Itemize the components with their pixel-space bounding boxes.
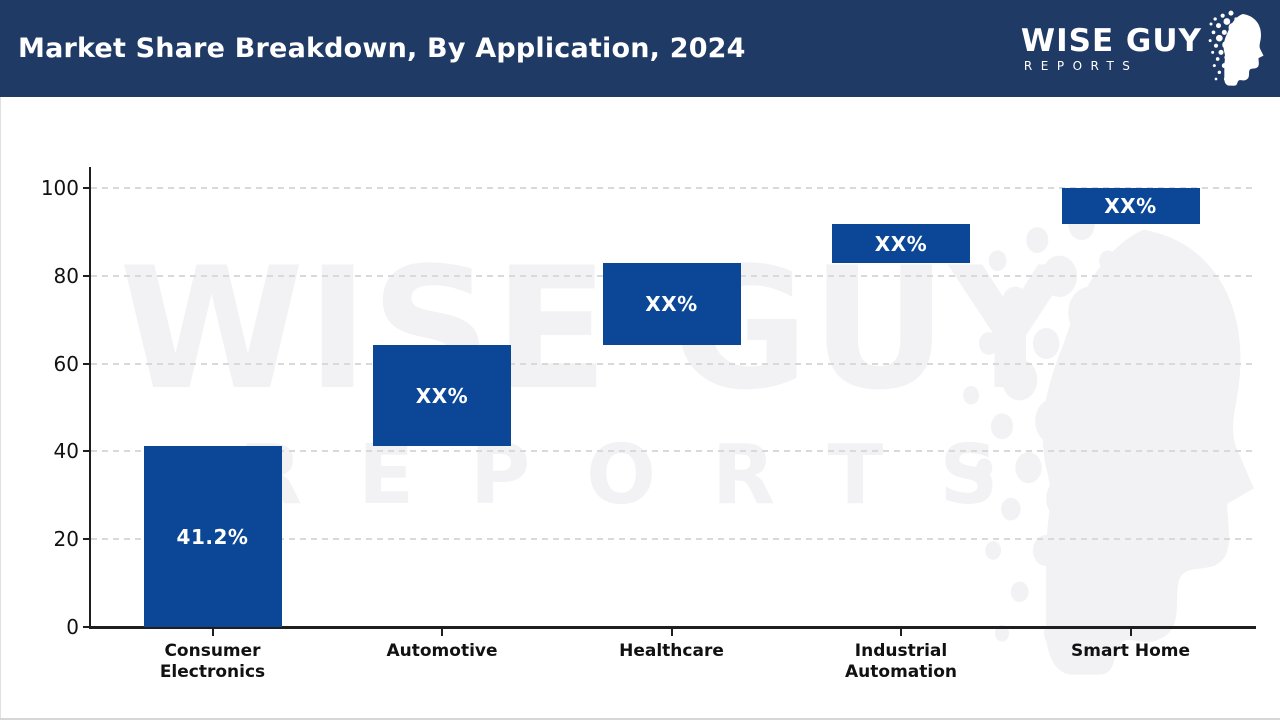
y-tick-label-20: 20 [53,527,79,552]
chart-area: WISE GUY REPORTS 0 20 40 60 80 100 41.2% Consum… [0,97,1280,718]
y-tick-60 [83,362,91,365]
y-tick-40 [83,450,91,453]
gridline-40 [91,450,1256,453]
category-label-automotive: Automotive [386,641,498,661]
bar-value-label: XX% [1104,193,1157,218]
y-tick-20 [83,538,91,541]
logo-wordmark: WISE GUY REPORTS [1020,22,1202,73]
gridline-100 [91,187,1256,189]
bar-smart-home: XX% [1061,188,1200,224]
bar-consumer-electronics: 41.2% [143,446,282,627]
bar-value-label: XX% [415,383,469,408]
wise-guy-logo: WISE GUY REPORTS [1021,10,1266,88]
gridline-60 [91,362,1256,365]
wise-guy-head-icon [1208,10,1264,86]
y-tick-label-40: 40 [53,439,79,464]
x-tick-consumer-electronics [211,629,214,636]
x-tick-industrial-automation [900,629,902,636]
y-tick-0 [83,626,91,628]
category-label-smart-home: Smart Home [1070,641,1190,661]
bar-value-label: 41.2% [176,524,249,549]
x-tick-automotive [441,629,443,636]
bar-automotive: XX% [373,345,511,447]
x-tick-smart-home [1129,629,1132,636]
bar-value-label: XX% [645,292,698,317]
y-tick-label-100: 100 [40,176,79,200]
y-tick-label-60: 60 [53,351,79,376]
category-label-industrial-automation: Industrial Automation [845,641,957,682]
header-bar: Market Share Breakdown, By Application, … [0,0,1280,97]
y-tick-80 [83,274,91,277]
plot-area: 0 20 40 60 80 100 41.2% Consumer Electronics XX%… [1,97,1280,718]
y-tick-label-0: 0 [66,615,79,639]
x-axis [89,626,1256,629]
category-label-healthcare: Healthcare [619,641,724,661]
y-axis [89,167,91,629]
logo-sub-text: REPORTS [1023,58,1139,73]
x-tick-healthcare [670,629,673,636]
category-label-consumer-electronics: Consumer Electronics [159,641,266,682]
bar-healthcare: XX% [602,263,741,346]
gridline-20 [91,538,1256,541]
y-tick-label-80: 80 [53,263,79,288]
bar-industrial-automation: XX% [832,223,970,264]
y-tick-100 [83,187,91,189]
bar-value-label: XX% [874,231,928,256]
page-title: Market Share Breakdown, By Application, … [18,33,746,64]
logo-brand-text: WISE GUY [1020,22,1202,59]
